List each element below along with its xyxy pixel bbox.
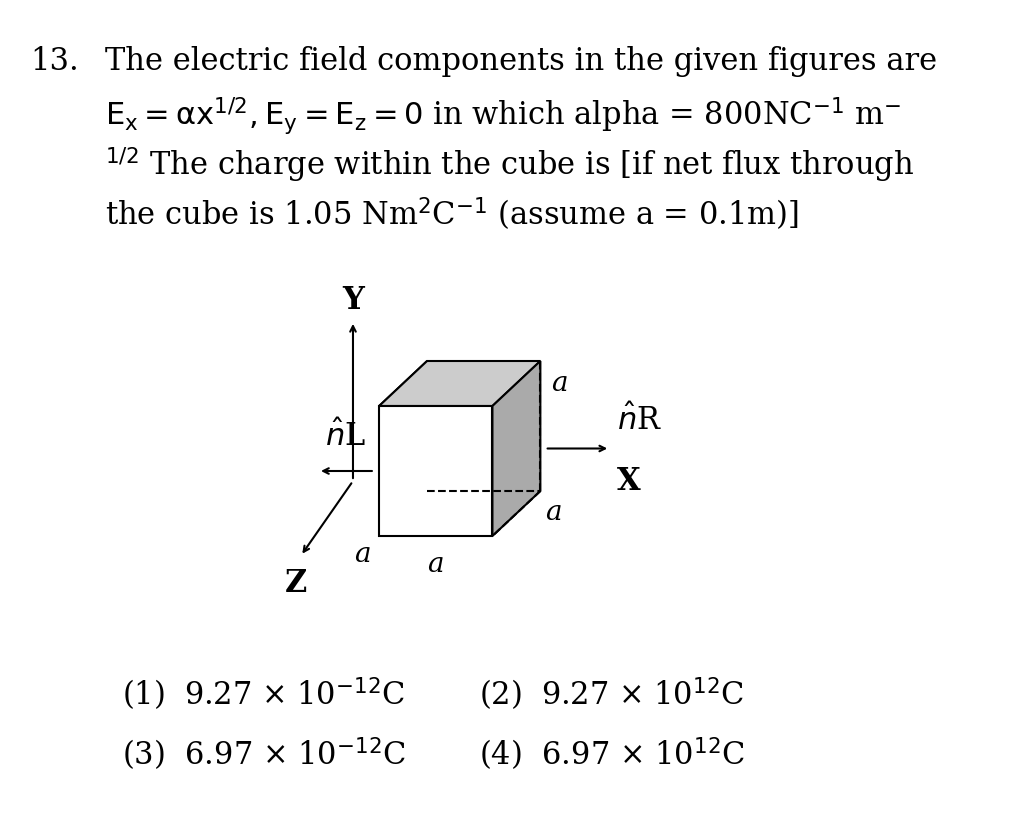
Text: the cube is 1.05 Nm$^2$C$^{-1}$ (assume a = 0.1m)]: the cube is 1.05 Nm$^2$C$^{-1}$ (assume … xyxy=(104,196,799,234)
Text: 13.: 13. xyxy=(31,46,79,77)
Text: a: a xyxy=(545,499,561,526)
Text: Z: Z xyxy=(286,568,307,599)
Text: a: a xyxy=(551,370,567,397)
Polygon shape xyxy=(493,361,541,536)
Text: a: a xyxy=(428,551,444,578)
Text: X: X xyxy=(617,466,641,498)
Text: (3)  6.97 × 10$^{-12}$C: (3) 6.97 × 10$^{-12}$C xyxy=(122,736,407,774)
Text: (2)  9.27 × 10$^{12}$C: (2) 9.27 × 10$^{12}$C xyxy=(479,676,744,714)
Text: a: a xyxy=(354,541,371,568)
Polygon shape xyxy=(379,406,493,536)
Text: (4)  6.97 × 10$^{12}$C: (4) 6.97 × 10$^{12}$C xyxy=(479,736,745,774)
Text: $\hat{n}$L: $\hat{n}$L xyxy=(326,420,366,453)
Text: (1)  9.27 × 10$^{-12}$C: (1) 9.27 × 10$^{-12}$C xyxy=(122,676,406,714)
Polygon shape xyxy=(379,361,427,536)
Text: $^{1/2}$ The charge within the cube is [if net flux through: $^{1/2}$ The charge within the cube is [… xyxy=(104,146,913,185)
Text: Y: Y xyxy=(342,285,364,316)
Text: The electric field components in the given figures are: The electric field components in the giv… xyxy=(104,46,937,77)
Polygon shape xyxy=(379,361,541,406)
Text: $\mathrm{E_x = \alpha x^{1/2}, E_y = E_z = 0}$ in which alpha = 800NC$^{-1}$ m$^: $\mathrm{E_x = \alpha x^{1/2}, E_y = E_z… xyxy=(104,96,901,137)
Text: $\hat{n}$R: $\hat{n}$R xyxy=(617,404,663,436)
